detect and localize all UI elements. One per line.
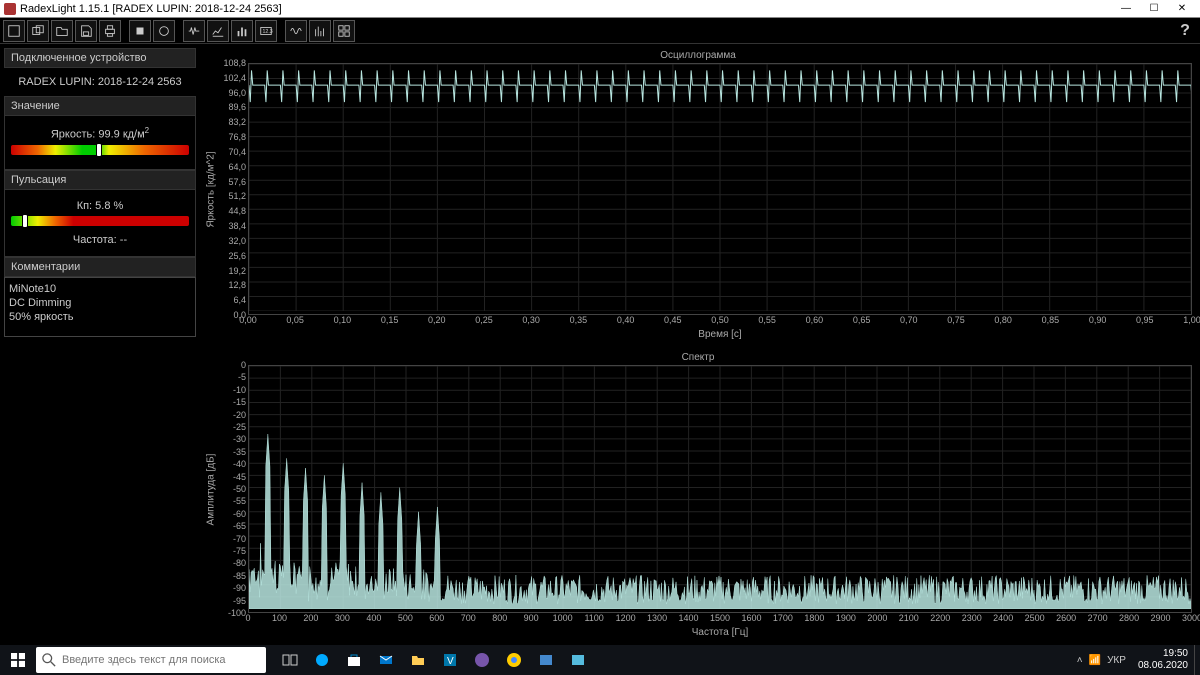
chart2-xaxis: 0100200300400500600700800900100011001200… [248,613,1192,627]
search-input[interactable] [62,654,266,666]
clock-date: 08.06.2020 [1138,660,1188,672]
chrome-icon[interactable] [498,645,530,675]
frequency-label: Частота: -- [11,234,189,246]
taskview-icon[interactable] [274,645,306,675]
mail-icon[interactable] [370,645,402,675]
brightness-label: Яркость: 99.9 кд/м2 [11,126,189,141]
toolbar-save-button[interactable] [75,20,97,42]
chart1-title: Осциллограмма [204,48,1192,63]
browser2-icon[interactable] [530,645,562,675]
chart2-ylabel: Амплитуда [дБ] [206,453,217,525]
tray-chevron-icon[interactable]: ˄ [1077,655,1083,666]
pulsation-bar [11,216,189,226]
vscode-icon[interactable]: V [434,645,466,675]
chart2-title: Спектр [204,350,1192,365]
edge-icon[interactable] [306,645,338,675]
value-header: Значение [4,96,196,116]
window-title: RadexLight 1.15.1 [RADEX LUPIN: 2018-12-… [20,3,1112,15]
chart1-ylabel: Яркость [кд/м^2] [206,151,217,227]
toolbar-grid-button[interactable] [333,20,355,42]
windows-taskbar: V ˄ 📶 УКР 19:50 08.06.2020 [0,645,1200,675]
minimize-button[interactable]: — [1112,1,1140,17]
chart1-xlabel: Время [с] [248,329,1192,343]
toolbar: 12.34 ? [0,18,1200,44]
chart2-plot[interactable] [248,365,1192,613]
pulsation-header: Пульсация [4,170,196,190]
clock-time: 19:50 [1138,648,1188,660]
sidebar: Подключенное устройство RADEX LUPIN: 201… [0,44,200,645]
device-header: Подключенное устройство [4,48,196,68]
chart1-yaxis: 0,06,412,819,225,632,038,444,851,257,664… [218,63,248,315]
maximize-button[interactable]: ☐ [1140,1,1168,17]
start-button[interactable] [0,645,36,675]
toolbar-chart1-button[interactable] [207,20,229,42]
toolbar-chart2-button[interactable] [231,20,253,42]
chart2-xlabel: Частота [Гц] [248,627,1192,641]
photos-icon[interactable] [562,645,594,675]
window-titlebar: RadexLight 1.15.1 [RADEX LUPIN: 2018-12-… [0,0,1200,18]
show-desktop-button[interactable] [1194,645,1200,675]
brightness-marker [96,143,102,157]
brightness-bar [11,145,189,155]
toolbar-button-1[interactable] [3,20,25,42]
viber-icon[interactable] [466,645,498,675]
taskbar-clock[interactable]: 19:50 08.06.2020 [1132,648,1194,672]
oscillogram-chart: Осциллограмма Яркость [кд/м^2] 0,06,412,… [204,48,1192,343]
lang-indicator[interactable]: УКР [1107,655,1126,666]
toolbar-open-button[interactable] [51,20,73,42]
taskbar-apps: V [274,645,594,675]
explorer-icon[interactable] [402,645,434,675]
pulsation-marker [22,214,28,228]
store-icon[interactable] [338,645,370,675]
toolbar-print-button[interactable] [99,20,121,42]
system-tray[interactable]: ˄ 📶 УКР [1071,655,1132,666]
app-icon [4,3,16,15]
comment-line: DC Dimming [9,296,191,310]
pulsation-label: Кп: 5.8 % [11,200,189,212]
toolbar-button-2[interactable] [27,20,49,42]
spectrum-chart: Спектр Амплитуда [дБ] -100-95-90-85-80-7… [204,350,1192,641]
chart1-plot[interactable] [248,63,1192,315]
comments-box[interactable]: MiNote10 DC Dimming 50% яркость [4,277,196,337]
taskbar-search[interactable] [36,647,266,673]
toolbar-record-button[interactable] [153,20,175,42]
svg-text:V: V [447,656,454,667]
toolbar-wave-button[interactable] [285,20,307,42]
wifi-icon[interactable]: 📶 [1089,655,1101,666]
toolbar-bars-button[interactable] [309,20,331,42]
comment-line: 50% яркость [9,310,191,324]
device-name: RADEX LUPIN: 2018-12-24 2563 [4,68,196,96]
chart1-xaxis: 0,000,050,100,150,200,250,300,350,400,45… [248,315,1192,329]
comment-line: MiNote10 [9,282,191,296]
chart2-yaxis: -100-95-90-85-80-75-70-65-60-55-50-45-40… [218,365,248,613]
comments-header: Комментарии [4,257,196,277]
close-button[interactable]: ✕ [1168,1,1196,17]
svg-text:12.34: 12.34 [263,28,274,34]
toolbar-signal-button[interactable] [183,20,205,42]
search-icon [36,653,62,667]
toolbar-counter-button[interactable]: 12.34 [255,20,277,42]
toolbar-stop-button[interactable] [129,20,151,42]
help-button[interactable]: ? [1174,20,1196,42]
